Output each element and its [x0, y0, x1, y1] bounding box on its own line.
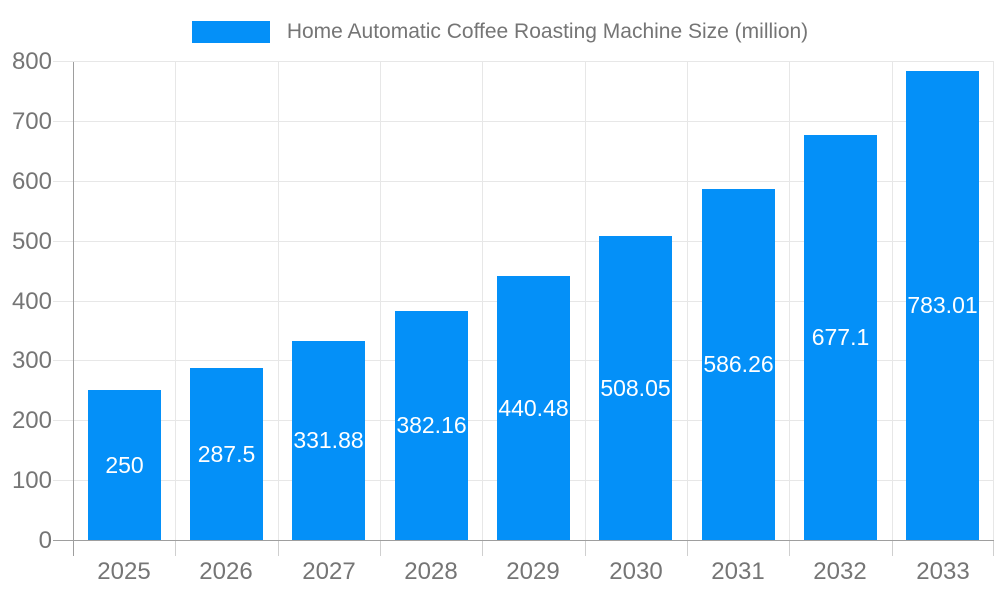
x-axis-tick-label: 2033 — [916, 558, 970, 585]
x-axis-tick-label: 2031 — [711, 558, 765, 585]
x-axis-tick-label: 2025 — [97, 558, 151, 585]
x-axis-tick-label: 2032 — [813, 558, 867, 585]
y-axis-tick-label: 300 — [11, 347, 52, 374]
bar[interactable]: 250 — [88, 390, 161, 540]
x-axis-tick — [482, 541, 483, 556]
y-axis-line — [73, 62, 74, 556]
x-axis-tick — [278, 541, 279, 556]
bar[interactable]: 382.16 — [395, 311, 468, 540]
bar[interactable]: 586.26 — [702, 189, 775, 540]
bar-value-label: 382.16 — [396, 412, 467, 438]
y-axis-tick-label: 800 — [11, 48, 52, 75]
legend-swatch — [191, 21, 270, 43]
legend-label: Home Automatic Coffee Roasting Machine S… — [286, 20, 809, 43]
x-axis-tick-label: 2028 — [404, 558, 458, 585]
bar[interactable]: 440.48 — [497, 276, 570, 540]
bar[interactable]: 783.01 — [906, 71, 979, 540]
gridline-horizontal — [53, 180, 994, 182]
bar-value-label: 783.01 — [907, 292, 978, 318]
y-axis-tick-label: 100 — [11, 467, 52, 494]
bar-value-label: 586.26 — [703, 351, 774, 377]
y-axis-tick-label: 600 — [11, 168, 52, 195]
y-axis-tick-label: 400 — [11, 288, 52, 315]
bar[interactable]: 331.88 — [292, 341, 365, 540]
gridline-vertical — [993, 62, 994, 541]
x-axis-tick — [892, 541, 893, 556]
legend-item[interactable]: Home Automatic Coffee Roasting Machine S… — [0, 20, 1000, 44]
gridline-horizontal — [53, 120, 994, 122]
gridline-horizontal — [53, 240, 994, 242]
bar-value-label: 250 — [105, 451, 144, 478]
gridline-horizontal — [53, 61, 994, 62]
x-axis-tick — [993, 541, 994, 556]
bar-value-label: 508.05 — [600, 374, 671, 401]
y-axis-tick-label: 200 — [11, 407, 52, 434]
x-axis-tick-label: 2027 — [302, 558, 356, 585]
gridline-vertical — [175, 62, 176, 541]
bar-value-label: 677.1 — [811, 324, 870, 350]
bar[interactable]: 677.1 — [804, 135, 877, 540]
bar-value-label: 331.88 — [293, 427, 364, 453]
bar[interactable]: 287.5 — [190, 368, 263, 540]
x-axis-tick — [687, 541, 688, 556]
x-axis-tick-label: 2026 — [199, 558, 253, 585]
x-axis-tick-label: 2029 — [506, 558, 560, 585]
plot-area: 250 287.5 331.88 382.16 440.48 508.05 586.26 67… — [12, 48, 994, 585]
x-axis-tick — [175, 541, 176, 556]
x-axis-line — [53, 540, 994, 541]
bar-value-label: 440.48 — [498, 394, 569, 421]
bar-value-label: 287.5 — [197, 440, 256, 467]
x-axis-tick — [789, 541, 790, 556]
bar[interactable]: 508.05 — [599, 236, 672, 540]
gridline-vertical — [789, 62, 790, 541]
y-axis-tick-label: 0 — [38, 527, 52, 554]
x-axis-tick-label: 2030 — [609, 558, 663, 585]
x-axis-tick — [585, 541, 586, 556]
y-axis-tick-label: 500 — [11, 228, 52, 255]
gridline-vertical — [482, 62, 483, 541]
y-axis-tick-label: 700 — [11, 108, 52, 135]
gridline-vertical — [687, 62, 688, 541]
gridline-vertical — [278, 62, 279, 541]
gridline-vertical — [892, 62, 893, 541]
gridline-vertical — [585, 62, 586, 541]
x-axis-tick — [380, 541, 381, 556]
gridline-vertical — [380, 62, 381, 541]
